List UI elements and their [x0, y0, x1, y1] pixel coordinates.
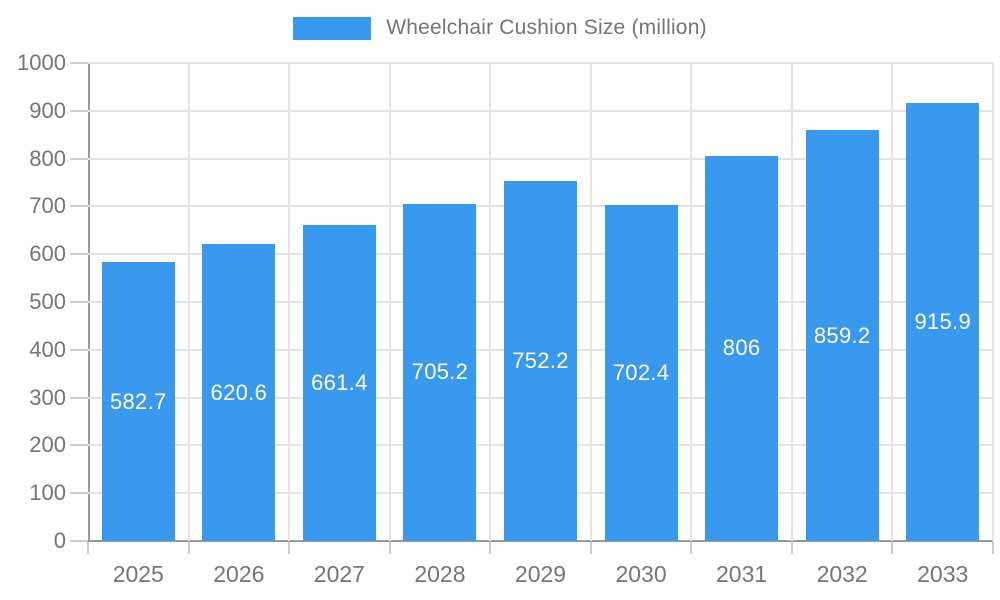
y-axis-tick-label: 1000	[17, 50, 66, 75]
y-axis-tick	[70, 492, 88, 495]
v-gridline	[992, 63, 994, 541]
v-gridline	[288, 63, 291, 541]
x-axis-tick	[288, 542, 291, 554]
x-axis-tick	[87, 542, 89, 554]
y-axis-tick-label: 900	[29, 97, 66, 123]
y-axis-tick-label: 100	[29, 480, 66, 506]
bar: 752.2	[504, 181, 577, 541]
y-axis-tick-label: 400	[29, 336, 66, 362]
bar-value-label: 915.9	[914, 309, 971, 335]
bar: 859.2	[805, 130, 879, 541]
y-axis-tick	[70, 62, 88, 64]
x-axis-tick	[790, 542, 793, 554]
bar-value-label: 661.4	[311, 369, 368, 395]
legend-label: Wheelchair Cushion Size (million)	[386, 16, 707, 39]
x-axis-tick-label: 2025	[112, 561, 164, 587]
bar: 702.4	[604, 205, 678, 541]
y-axis-tick-label: 700	[29, 193, 66, 219]
x-axis-tick-label: 2029	[514, 561, 567, 587]
legend-swatch-icon	[293, 16, 372, 40]
v-gridline	[388, 63, 391, 541]
y-axis-tick	[70, 444, 88, 447]
x-axis-tick-label: 2031	[716, 561, 768, 587]
y-axis-tick-label: 300	[29, 384, 66, 410]
x-axis-tick	[589, 542, 592, 554]
y-axis-tick	[70, 348, 88, 351]
bar: 582.7	[101, 262, 175, 541]
v-gridline	[891, 63, 894, 541]
x-axis-tick	[489, 542, 492, 554]
bar-value-label: 620.6	[210, 379, 268, 405]
y-axis-tick	[70, 540, 88, 542]
bar: 915.9	[906, 103, 980, 541]
x-axis-tick	[187, 542, 190, 554]
v-gridline	[690, 63, 693, 541]
h-gridline	[88, 62, 993, 64]
bar-value-label: 705.2	[411, 359, 469, 385]
chart-legend[interactable]: Wheelchair Cushion Size (million)	[0, 16, 1000, 40]
x-axis-tick-label: 2026	[213, 561, 265, 587]
x-axis-tick-label: 2028	[414, 561, 466, 587]
x-axis-tick	[891, 542, 894, 554]
y-axis-tick-label: 200	[29, 432, 66, 458]
y-axis-tick	[70, 396, 88, 399]
h-gridline	[88, 109, 993, 112]
bar: 661.4	[302, 224, 376, 541]
bar: 705.2	[403, 203, 477, 541]
x-axis-tick-label: 2027	[313, 561, 365, 587]
y-axis-tick	[70, 301, 88, 303]
h-gridline	[88, 157, 993, 160]
y-axis-tick	[70, 109, 88, 112]
y-axis-tick-label: 500	[29, 289, 66, 314]
y-axis-tick-label: 800	[29, 145, 66, 171]
v-gridline	[187, 63, 190, 541]
x-axis-tick-label: 2033	[917, 561, 969, 587]
bar: 806	[705, 155, 779, 541]
x-axis-tick-label: 2032	[816, 561, 868, 587]
y-axis-tick	[70, 253, 88, 256]
bar: 620.6	[202, 244, 276, 541]
bar-value-label: 752.2	[512, 348, 569, 374]
plot-area: 582.7 620.6 661.4 705.2 752.2 702.4 806 859.2 91…	[70, 62, 994, 542]
y-axis-tick	[70, 205, 88, 208]
x-axis-tick	[992, 542, 994, 554]
y-axis-tick-label: 0	[53, 528, 66, 553]
x-axis-line	[88, 540, 993, 542]
v-gridline	[589, 63, 592, 541]
bar-value-label: 582.7	[109, 388, 167, 414]
y-axis-tick-label: 600	[29, 241, 66, 267]
y-axis-tick	[70, 157, 88, 160]
v-gridline	[790, 63, 793, 541]
v-gridline	[489, 63, 492, 541]
bar-value-label: 806	[722, 335, 761, 361]
x-axis-tick-label: 2030	[615, 561, 667, 587]
x-axis-tick	[388, 542, 391, 554]
x-axis-tick	[690, 542, 693, 554]
bar-value-label: 702.4	[612, 360, 670, 386]
bar-value-label: 859.2	[813, 322, 871, 348]
